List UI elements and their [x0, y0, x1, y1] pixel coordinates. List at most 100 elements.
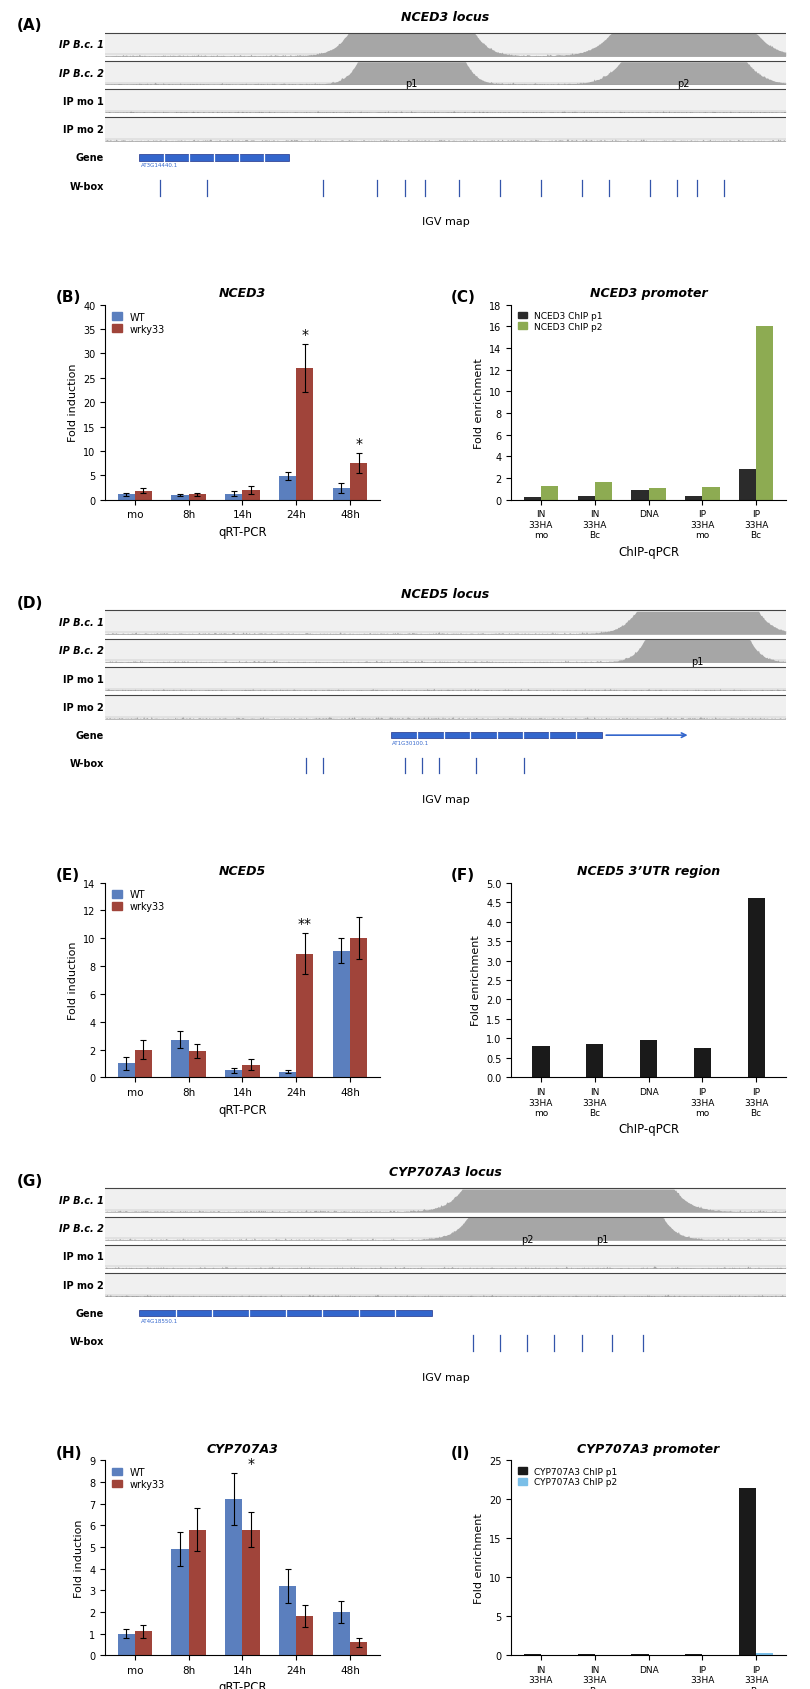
Bar	[242, 1530, 260, 1655]
Legend: CYP707A3 ChIP p1, CYP707A3 ChIP p2: CYP707A3 ChIP p1, CYP707A3 ChIP p2	[516, 1464, 619, 1488]
Text: IGV map: IGV map	[422, 218, 469, 228]
Legend: WT, wrky33: WT, wrky33	[110, 1466, 167, 1491]
Text: NCED5 locus: NCED5 locus	[402, 588, 489, 601]
Text: p1: p1	[596, 1235, 608, 1245]
Text: (C): (C)	[451, 291, 475, 306]
Bar	[333, 1611, 350, 1655]
Y-axis label: Fold enrichment: Fold enrichment	[474, 358, 484, 448]
Bar	[296, 1616, 313, 1655]
Bar	[333, 488, 350, 500]
Bar	[172, 495, 189, 500]
Text: p2: p2	[521, 1235, 534, 1245]
Bar	[350, 1642, 367, 1655]
Text: W-box: W-box	[70, 181, 104, 191]
Bar	[105, 696, 786, 720]
Text: IP B.c. 1: IP B.c. 1	[59, 41, 104, 51]
Bar	[225, 495, 242, 500]
Bar	[105, 118, 786, 142]
Text: IP B.c. 2: IP B.c. 2	[59, 69, 104, 78]
Bar	[739, 1488, 756, 1655]
Title: CYP707A3: CYP707A3	[207, 1442, 279, 1456]
Legend: WT, wrky33: WT, wrky33	[110, 888, 167, 914]
Text: W-box: W-box	[70, 758, 104, 768]
Text: IGV map: IGV map	[422, 796, 469, 804]
Text: W-box: W-box	[70, 1336, 104, 1346]
Bar	[350, 464, 367, 500]
Bar	[595, 483, 612, 500]
Bar	[105, 1189, 786, 1211]
Text: Gene: Gene	[75, 154, 104, 164]
Text: AT3G14440.1: AT3G14440.1	[141, 164, 178, 169]
X-axis label: qRT-PCR: qRT-PCR	[218, 1681, 266, 1689]
Y-axis label: Fold induction: Fold induction	[74, 1518, 83, 1598]
Bar	[139, 155, 289, 162]
Y-axis label: Fold enrichment: Fold enrichment	[474, 1513, 484, 1603]
Text: (H): (H)	[56, 1444, 83, 1459]
Text: NCED3 locus: NCED3 locus	[402, 10, 489, 24]
Bar	[541, 486, 558, 500]
Bar	[139, 1311, 432, 1316]
Bar	[105, 640, 786, 662]
X-axis label: ChIP-qPCR: ChIP-qPCR	[618, 546, 679, 559]
Title: CYP707A3 promoter: CYP707A3 promoter	[578, 1442, 719, 1456]
Text: IP B.c. 1: IP B.c. 1	[59, 618, 104, 628]
Bar	[739, 470, 756, 500]
Text: (I): (I)	[451, 1444, 471, 1459]
Text: IP B.c. 1: IP B.c. 1	[59, 1196, 104, 1206]
Bar	[279, 1586, 296, 1655]
Text: IGV map: IGV map	[422, 1371, 469, 1382]
Bar	[685, 497, 702, 500]
Bar	[189, 1530, 206, 1655]
Bar	[189, 1051, 206, 1078]
Bar	[117, 1064, 135, 1078]
Bar	[296, 954, 313, 1078]
Bar	[693, 1049, 711, 1078]
Title: NCED3 promoter: NCED3 promoter	[590, 287, 707, 301]
Text: (A): (A)	[17, 19, 42, 34]
X-axis label: ChIP-qPCR: ChIP-qPCR	[618, 1123, 679, 1135]
Bar	[350, 939, 367, 1078]
Text: p2: p2	[677, 79, 690, 90]
Bar	[105, 62, 786, 84]
Bar	[172, 1040, 189, 1078]
Bar	[756, 1654, 774, 1655]
Text: *: *	[248, 1456, 254, 1471]
Bar	[105, 1216, 786, 1240]
Text: p1: p1	[405, 79, 418, 90]
Bar	[748, 899, 765, 1078]
Legend: NCED3 ChIP p1, NCED3 ChIP p2: NCED3 ChIP p1, NCED3 ChIP p2	[516, 311, 604, 333]
Bar	[242, 490, 260, 500]
Bar	[105, 667, 786, 691]
Bar	[242, 1066, 260, 1078]
Y-axis label: Fold induction: Fold induction	[67, 363, 78, 443]
Text: IP mo 1: IP mo 1	[63, 674, 104, 684]
Bar	[524, 498, 541, 500]
Bar	[225, 1500, 242, 1655]
Bar	[296, 368, 313, 500]
Text: CYP707A3 locus: CYP707A3 locus	[389, 1165, 502, 1179]
Bar	[117, 495, 135, 500]
Bar	[756, 328, 774, 500]
Bar	[702, 488, 719, 500]
Bar	[135, 491, 152, 500]
X-axis label: qRT-PCR: qRT-PCR	[218, 525, 266, 539]
Text: *: *	[301, 328, 309, 341]
Bar	[135, 1051, 152, 1078]
Text: (E): (E)	[56, 868, 80, 882]
Title: NCED3: NCED3	[219, 287, 266, 301]
Bar	[279, 476, 296, 500]
Bar	[391, 733, 602, 740]
Text: IP mo 2: IP mo 2	[63, 1280, 104, 1290]
Bar	[631, 490, 649, 500]
Bar	[649, 488, 666, 500]
Text: IP mo 1: IP mo 1	[63, 96, 104, 106]
Title: NCED5 3’UTR region: NCED5 3’UTR region	[577, 865, 720, 878]
Bar	[105, 34, 786, 57]
Bar	[189, 495, 206, 500]
Text: (G): (G)	[17, 1174, 43, 1187]
Bar	[586, 1045, 603, 1078]
Text: (B): (B)	[56, 291, 81, 306]
Text: IP mo 2: IP mo 2	[63, 125, 104, 135]
Bar	[135, 1632, 152, 1655]
Bar	[105, 1274, 786, 1297]
